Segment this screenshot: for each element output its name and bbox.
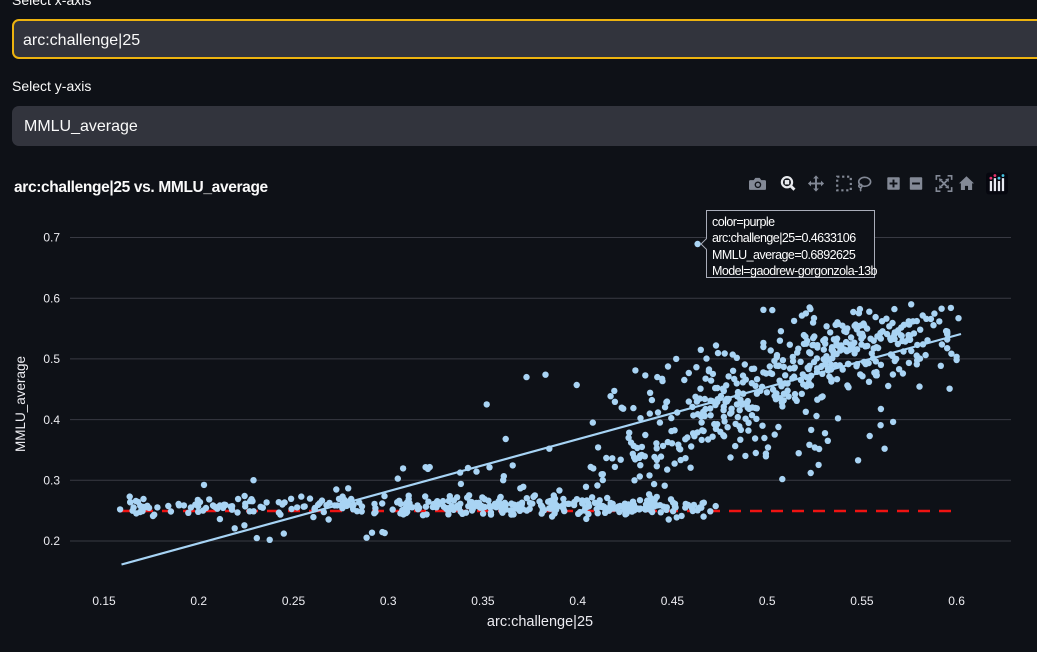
svg-text:0.4: 0.4 [569,594,586,608]
svg-text:0.55: 0.55 [850,594,874,608]
svg-text:0.5: 0.5 [759,594,776,608]
svg-text:0.5: 0.5 [43,352,60,366]
svg-text:0.4: 0.4 [43,413,60,427]
svg-text:MMLU_average: MMLU_average [13,356,28,452]
svg-text:0.6: 0.6 [948,594,965,608]
svg-text:0.2: 0.2 [43,534,60,548]
svg-text:0.45: 0.45 [661,594,685,608]
svg-text:0.25: 0.25 [282,594,306,608]
svg-text:0.3: 0.3 [43,474,60,488]
svg-text:0.2: 0.2 [190,594,207,608]
svg-text:0.3: 0.3 [380,594,397,608]
svg-text:0.7: 0.7 [43,231,60,245]
svg-text:0.6: 0.6 [43,291,60,305]
svg-text:arc:challenge|25: arc:challenge|25 [487,614,593,630]
svg-text:0.15: 0.15 [92,594,116,608]
svg-text:0.35: 0.35 [471,594,495,608]
